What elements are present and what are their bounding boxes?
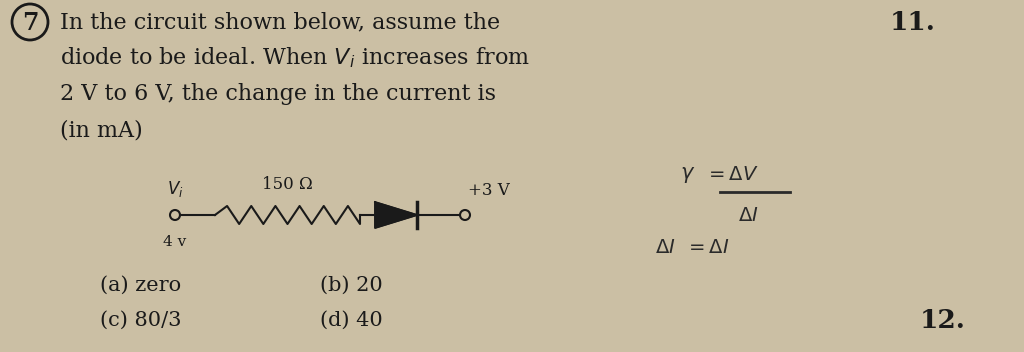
Text: 11.: 11.: [890, 10, 936, 34]
Text: (in mA): (in mA): [60, 119, 142, 141]
Text: $= \Delta I$: $= \Delta I$: [685, 239, 729, 257]
Text: $= \Delta V$: $= \Delta V$: [705, 166, 759, 184]
Text: 150 Ω: 150 Ω: [262, 176, 313, 193]
Text: 12.: 12.: [920, 308, 966, 333]
Text: +3 V: +3 V: [468, 182, 510, 199]
Polygon shape: [375, 202, 417, 228]
Text: (b) 20: (b) 20: [319, 276, 383, 295]
Text: $\gamma$: $\gamma$: [680, 165, 695, 185]
Text: (c) 80/3: (c) 80/3: [100, 310, 181, 329]
Text: (d) 40: (d) 40: [319, 310, 383, 329]
Text: 7: 7: [22, 11, 38, 35]
Text: (a) zero: (a) zero: [100, 276, 181, 295]
Text: $\Delta I$: $\Delta I$: [655, 239, 676, 257]
Text: In the circuit shown below, assume the: In the circuit shown below, assume the: [60, 11, 500, 33]
Text: 2 V to 6 V, the change in the current is: 2 V to 6 V, the change in the current is: [60, 83, 496, 105]
Text: $V_i$: $V_i$: [167, 179, 183, 199]
Text: 4 v: 4 v: [164, 235, 186, 249]
Text: diode to be ideal. When $V_i$ increases from: diode to be ideal. When $V_i$ increases …: [60, 46, 529, 70]
Text: $\Delta I$: $\Delta I$: [737, 207, 759, 225]
